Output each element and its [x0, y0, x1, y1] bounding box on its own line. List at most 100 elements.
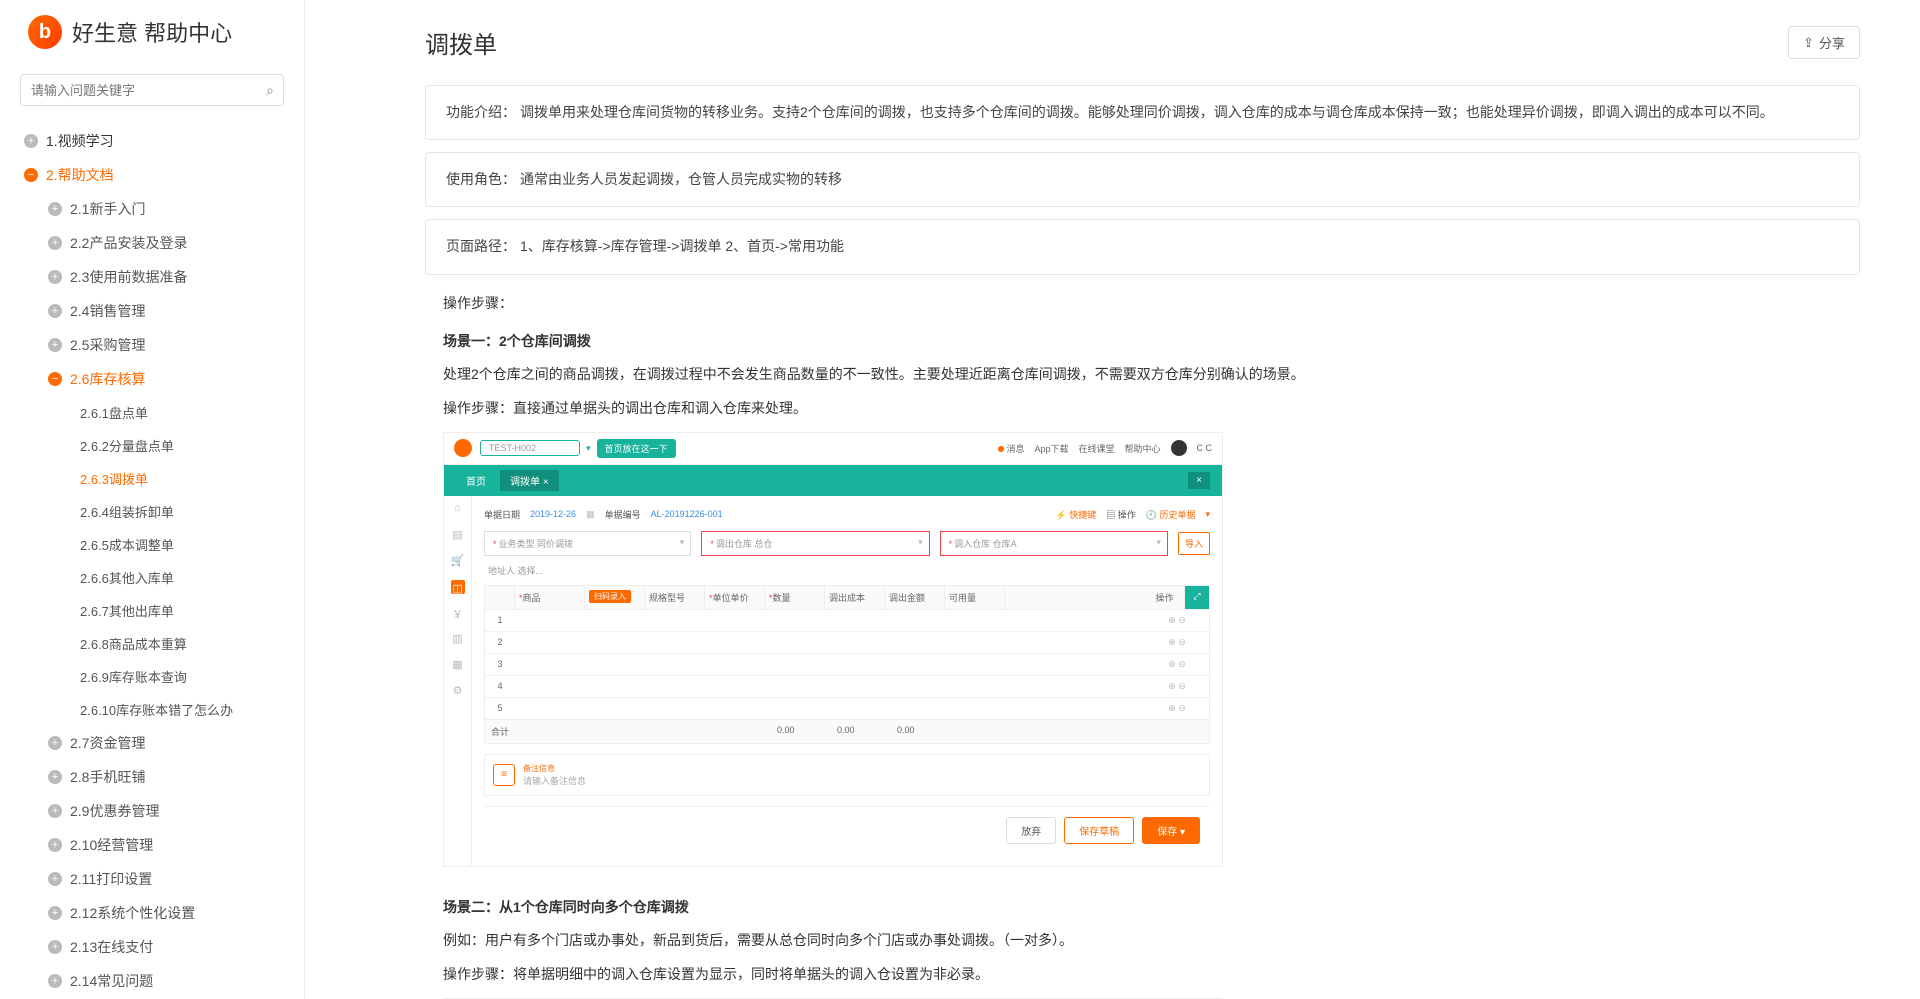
nav-2-5[interactable]: +2.5采购管理	[0, 328, 304, 362]
share-icon: ⇪	[1803, 35, 1814, 51]
mock-link: 在线课堂	[1078, 442, 1114, 455]
th: *商品	[515, 586, 585, 609]
nav-help-docs[interactable]: −2.帮助文档	[0, 158, 304, 192]
nav-label: 2.1新手入门	[70, 199, 145, 219]
brand-icon: b	[28, 15, 62, 49]
table-row: 1⊕ ⊖	[485, 609, 1209, 631]
nav-2-6-1[interactable]: 2.6.1盘点单	[0, 396, 304, 429]
plus-icon: +	[48, 872, 62, 886]
nav-2-2[interactable]: +2.2产品安装及登录	[0, 226, 304, 260]
mock-addr: 地址人 选择...	[484, 562, 1210, 579]
nav-2-7[interactable]: +2.7资金管理	[0, 726, 304, 760]
th: 规格型号	[645, 586, 705, 609]
mock-field-in: *调入仓库 仓库A▾	[940, 531, 1168, 556]
mock-cancel-button: 放弃	[1006, 817, 1056, 844]
mock-date: 2019-12-26	[530, 509, 576, 519]
nav-2-14[interactable]: +2.14常见问题	[0, 964, 304, 998]
table-sum: 合计 0.00 0.00 0.00	[485, 719, 1209, 743]
home-icon: ⌂	[451, 502, 465, 516]
nav-label: 2.6库存核算	[70, 369, 145, 389]
mock-header-row: 单据日期 2019-12-26 ▦ 单据编号 AL-20191226-001 ⚡…	[484, 504, 1210, 525]
mock-note: ≡ 备注信息 请输入备注信息	[484, 754, 1210, 796]
share-label: 分享	[1819, 33, 1845, 52]
scene2-title: 场景二：从1个仓库同时向多个仓库调拨	[443, 897, 1860, 917]
share-button[interactable]: ⇪ 分享	[1788, 26, 1860, 59]
th	[485, 586, 515, 609]
plus-icon: +	[24, 134, 38, 148]
nav-2-8[interactable]: +2.8手机旺铺	[0, 760, 304, 794]
plus-icon: +	[48, 236, 62, 250]
nav-label: 2.7资金管理	[70, 733, 145, 753]
nav-label: 2.帮助文档	[46, 165, 114, 185]
sum-val: 0.00	[893, 720, 953, 743]
nav-2-1[interactable]: +2.1新手入门	[0, 192, 304, 226]
plus-icon: +	[48, 736, 62, 750]
nav-2-6-9[interactable]: 2.6.9库存账本查询	[0, 660, 304, 693]
nav-2-6-4[interactable]: 2.6.4组装拆卸单	[0, 495, 304, 528]
avatar-icon	[1171, 440, 1187, 456]
nav-2-13[interactable]: +2.13在线支付	[0, 930, 304, 964]
table-row: 5⊕ ⊖	[485, 697, 1209, 719]
nav-2-10[interactable]: +2.10经营管理	[0, 828, 304, 862]
nav-label: 2.13在线支付	[70, 937, 153, 957]
plus-icon: +	[48, 804, 62, 818]
nav-2-12[interactable]: +2.12系统个性化设置	[0, 896, 304, 930]
role-text: 通常由业务人员发起调拨，仓管人员完成实物的转移	[520, 171, 842, 187]
mock-tabs: 首页 调拨单 × ×	[444, 465, 1222, 496]
search-box: ⌕	[20, 74, 284, 106]
note-icon: ≡	[493, 764, 515, 786]
nav-2-6-6[interactable]: 2.6.6其他入库单	[0, 561, 304, 594]
scene2-p1: 例如：用户有多个门店或办事处，新品到货后，需要从总仓同时向多个门店或办事处调拨。…	[443, 927, 1860, 954]
nav-2-6-8[interactable]: 2.6.8商品成本重算	[0, 627, 304, 660]
nav-label: 1.视频学习	[46, 131, 114, 151]
intro-text: 调拨单用来处理仓库间货物的转移业务。支持2个仓库间的调拨，也支持多个仓库间的调拨…	[520, 104, 1774, 120]
mock-link: ⚡ 快捷键	[1055, 508, 1096, 521]
cart-icon: 🛒	[451, 554, 465, 568]
mock-thead: *商品 扫码录入 规格型号 *单位单价 *数量 调出成本 调出金额 可用量 操作…	[485, 586, 1209, 609]
nav-video[interactable]: +1.视频学习	[0, 124, 304, 158]
plus-icon: +	[48, 838, 62, 852]
th: *数量	[765, 586, 825, 609]
mock-draft-button: 保存草稿	[1064, 817, 1134, 844]
mock-code: AL-20191226-001	[651, 509, 723, 519]
nav-2-9[interactable]: +2.9优惠券管理	[0, 794, 304, 828]
th: 可用量	[945, 586, 1005, 609]
mock-field-type: *业务类型 同价调拨▾	[484, 531, 691, 556]
path-box: 页面路径：1、库存核算->库存管理->调拨单 2、首页->常用功能	[425, 219, 1860, 274]
nav-2-4[interactable]: +2.4销售管理	[0, 294, 304, 328]
note-placeholder: 请输入备注信息	[523, 774, 586, 787]
role-box: 使用角色：通常由业务人员发起调拨，仓管人员完成实物的转移	[425, 152, 1860, 207]
path-text: 1、库存核算->库存管理->调拨单 2、首页->常用功能	[520, 238, 844, 254]
nav-2-11[interactable]: +2.11打印设置	[0, 862, 304, 896]
nav-label: 2.11打印设置	[70, 869, 152, 889]
sum-val: 0.00	[773, 720, 833, 743]
nav-2-6-7[interactable]: 2.6.7其他出库单	[0, 594, 304, 627]
sidebar-nav: +1.视频学习 −2.帮助文档 +2.1新手入门 +2.2产品安装及登录 +2.…	[0, 124, 304, 999]
gear-icon: ⚙	[451, 684, 465, 698]
plus-icon: +	[48, 338, 62, 352]
screenshot-1: TEST-H002 ▾ 首页放在这一下 消息 App下载 在线课堂 帮助中心 C…	[443, 432, 1223, 867]
search-icon[interactable]: ⌕	[266, 82, 274, 99]
title-bar: 调拨单 ⇪ 分享	[425, 25, 1860, 60]
nav-label: 2.5采购管理	[70, 335, 145, 355]
nav-2-6-10[interactable]: 2.6.10库存账本错了怎么办	[0, 693, 304, 726]
mock-date-label: 单据日期	[484, 508, 520, 521]
th: *单位单价	[705, 586, 765, 609]
close-icon: ×	[1188, 472, 1210, 489]
scene1-title: 场景一：2个仓库间调拨	[443, 331, 1860, 351]
nav-2-6-3[interactable]: 2.6.3调拨单	[0, 462, 304, 495]
nav-2-6-5[interactable]: 2.6.5成本调整单	[0, 528, 304, 561]
nav-2-6-2[interactable]: 2.6.2分量盘点单	[0, 429, 304, 462]
mock-logo-icon	[454, 439, 472, 457]
mock-link: 🕘 历史单据	[1146, 508, 1196, 521]
th: 调出金额	[885, 586, 945, 609]
nav-label: 2.8手机旺铺	[70, 767, 145, 787]
nav-label: 2.4销售管理	[70, 301, 145, 321]
nav-2-3[interactable]: +2.3使用前数据准备	[0, 260, 304, 294]
search-input[interactable]	[20, 74, 284, 106]
sidebar: b 好生意 帮助中心 ⌕ +1.视频学习 −2.帮助文档 +2.1新手入门 +2…	[0, 0, 305, 999]
box-icon: ◫	[451, 580, 465, 594]
table-row: 2⊕ ⊖	[485, 631, 1209, 653]
nav-2-6[interactable]: −2.6库存核算	[0, 362, 304, 396]
nav-label: 2.2产品安装及登录	[70, 233, 187, 253]
